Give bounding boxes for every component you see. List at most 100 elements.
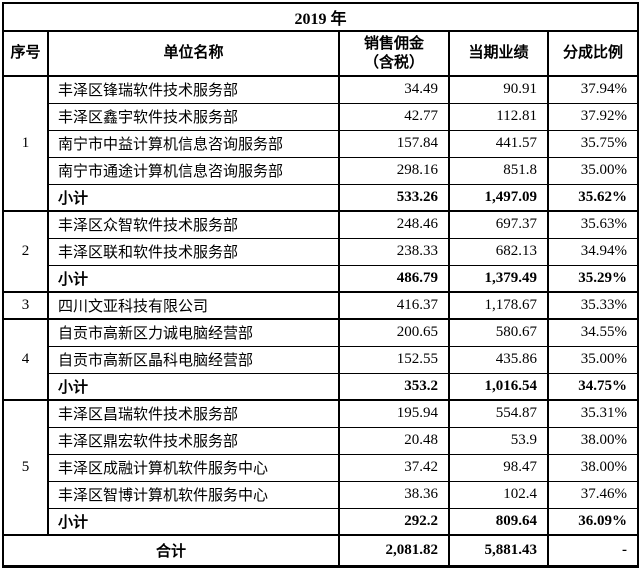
- performance-cell: 697.37: [448, 210, 549, 239]
- ratio-cell: 38.00%: [546, 453, 640, 482]
- table-row: 南宁市通途计算机信息咨询服务部 298.16 851.8 35.00%: [3, 156, 640, 185]
- commission-table: 2019 年 序号 单位名称 销售佣金 （含税） 当期业绩 分成比例 1 丰泽区…: [1, 2, 640, 568]
- performance-cell: 112.81: [448, 102, 549, 131]
- commission-cell: 152.55: [338, 345, 450, 374]
- serial-cell: 5: [2, 399, 49, 536]
- subtotal-row: 小计 292.2 809.64 36.09%: [3, 507, 640, 536]
- table-row: 1 丰泽区锋瑞软件技术服务部 34.49 90.91 37.94%: [2, 75, 640, 212]
- performance-cell: 1,379.49: [448, 264, 549, 293]
- commission-cell: 20.48: [338, 426, 450, 455]
- table-row: 自贡市高新区晶科电脑经营部 152.55 435.86 35.00%: [3, 345, 640, 374]
- table-row: 5 丰泽区昌瑞软件技术服务部 195.94 554.87 35.31%: [2, 399, 640, 536]
- unit-name-cell: 南宁市中益计算机信息咨询服务部: [47, 129, 340, 158]
- unit-name-cell: 丰泽区昌瑞软件技术服务部: [47, 399, 340, 428]
- commission-cell: 157.84: [338, 129, 450, 158]
- commission-cell: 37.42: [338, 453, 450, 482]
- ratio-cell: 35.00%: [546, 156, 640, 185]
- ratio-cell: 38.00%: [546, 426, 640, 455]
- total-row: 合计 2,081.82 5,881.43 -: [2, 534, 640, 567]
- ratio-cell: 35.63%: [546, 210, 640, 239]
- unit-name-cell: 丰泽区锋瑞软件技术服务部: [47, 75, 340, 104]
- commission-cell: 248.46: [338, 210, 450, 239]
- unit-name-cell: 丰泽区智博计算机软件服务中心: [47, 480, 340, 509]
- serial-cell: 2: [2, 210, 49, 293]
- performance-cell: 554.87: [448, 399, 549, 428]
- unit-name-cell: 自贡市高新区晶科电脑经营部: [47, 345, 340, 374]
- unit-name-cell: 丰泽区鼎宏软件技术服务部: [47, 426, 340, 455]
- ratio-cell: -: [546, 534, 640, 567]
- ratio-cell: 35.62%: [546, 183, 640, 212]
- table-row: 2 丰泽区众智软件技术服务部 248.46 697.37 35.63%: [2, 210, 640, 293]
- performance-cell: 102.4: [448, 480, 549, 509]
- table-row: 丰泽区成融计算机软件服务中心 37.42 98.47 38.00%: [3, 453, 640, 482]
- commission-cell: 34.49: [338, 75, 450, 104]
- performance-cell: 809.64: [448, 507, 549, 536]
- subtotal-label-cell: 小计: [47, 372, 340, 401]
- commission-cell: 38.36: [338, 480, 450, 509]
- table-row: 丰泽区鼎宏软件技术服务部 20.48 53.9 38.00%: [3, 426, 640, 455]
- ratio-cell: 36.09%: [546, 507, 640, 536]
- commission-cell: 298.16: [338, 156, 450, 185]
- ratio-cell: 34.55%: [546, 318, 640, 347]
- subtotal-label-cell: 小计: [47, 264, 340, 293]
- ratio-cell: 34.94%: [546, 237, 640, 266]
- performance-cell: 435.86: [448, 345, 549, 374]
- subtotal-label-cell: 小计: [47, 507, 340, 536]
- performance-cell: 851.8: [448, 156, 549, 185]
- commission-cell: 353.2: [338, 372, 450, 401]
- commission-cell: 486.79: [338, 264, 450, 293]
- col-header-ratio: 分成比例: [546, 30, 640, 77]
- unit-name-cell: 丰泽区联和软件技术服务部: [47, 237, 340, 266]
- performance-cell: 682.13: [448, 237, 549, 266]
- table-row: 3 四川文亚科技有限公司 416.37 1,178.67 35.33%: [2, 291, 640, 320]
- subtotal-label-cell: 小计: [47, 183, 340, 212]
- performance-cell: 1,178.67: [448, 291, 549, 320]
- table-row: 丰泽区鑫宇软件技术服务部 42.77 112.81 37.92%: [3, 102, 640, 131]
- table-row: 南宁市中益计算机信息咨询服务部 157.84 441.57 35.75%: [3, 129, 640, 158]
- ratio-cell: 37.92%: [546, 102, 640, 131]
- unit-name-cell: 丰泽区成融计算机软件服务中心: [47, 453, 340, 482]
- performance-cell: 1,016.54: [448, 372, 549, 401]
- header-row: 序号 单位名称 销售佣金 （含税） 当期业绩 分成比例: [2, 30, 640, 77]
- commission-cell: 42.77: [338, 102, 450, 131]
- table-row: 丰泽区智博计算机软件服务中心 38.36 102.4 37.46%: [3, 480, 640, 509]
- year-title: 2019 年: [1, 2, 640, 32]
- performance-cell: 580.67: [448, 318, 549, 347]
- commission-cell: 292.2: [338, 507, 450, 536]
- unit-name-cell: 四川文亚科技有限公司: [47, 291, 340, 320]
- performance-cell: 53.9: [448, 426, 549, 455]
- unit-name-cell: 自贡市高新区力诚电脑经营部: [47, 318, 340, 347]
- col-header-serial: 序号: [2, 30, 49, 77]
- col-header-commission-line2: （含税）: [363, 54, 424, 71]
- serial-cell: 1: [2, 75, 49, 212]
- col-header-commission-line1: 销售佣金: [363, 35, 424, 52]
- commission-cell: 416.37: [338, 291, 450, 320]
- serial-cell: 3: [2, 291, 49, 320]
- col-header-unit-name: 单位名称: [47, 30, 340, 77]
- ratio-cell: 35.00%: [546, 345, 640, 374]
- subtotal-row: 小计 486.79 1,379.49 35.29%: [3, 264, 640, 293]
- ratio-cell: 34.75%: [546, 372, 640, 401]
- ratio-cell: 35.33%: [546, 291, 640, 320]
- unit-name-cell: 丰泽区众智软件技术服务部: [47, 210, 340, 239]
- total-label-cell: 合计: [2, 534, 340, 567]
- ratio-cell: 35.29%: [546, 264, 640, 293]
- table-row: 丰泽区联和软件技术服务部 238.33 682.13 34.94%: [3, 237, 640, 266]
- commission-cell: 238.33: [338, 237, 450, 266]
- subtotal-row: 小计 353.2 1,016.54 34.75%: [3, 372, 640, 401]
- col-header-commission: 销售佣金 （含税）: [338, 30, 450, 77]
- col-header-performance: 当期业绩: [448, 30, 549, 77]
- performance-cell: 1,497.09: [448, 183, 549, 212]
- year-title-row: 2019 年: [1, 2, 640, 32]
- performance-cell: 98.47: [448, 453, 549, 482]
- performance-cell: 90.91: [448, 75, 549, 104]
- ratio-cell: 37.94%: [546, 75, 640, 104]
- ratio-cell: 35.75%: [546, 129, 640, 158]
- commission-cell: 2,081.82: [338, 534, 450, 567]
- ratio-cell: 35.31%: [546, 399, 640, 428]
- subtotal-row: 小计 533.26 1,497.09 35.62%: [3, 183, 640, 212]
- commission-cell: 200.65: [338, 318, 450, 347]
- performance-cell: 5,881.43: [448, 534, 549, 567]
- table-row: 4 自贡市高新区力诚电脑经营部 200.65 580.67 34.55%: [2, 318, 640, 401]
- commission-cell: 533.26: [338, 183, 450, 212]
